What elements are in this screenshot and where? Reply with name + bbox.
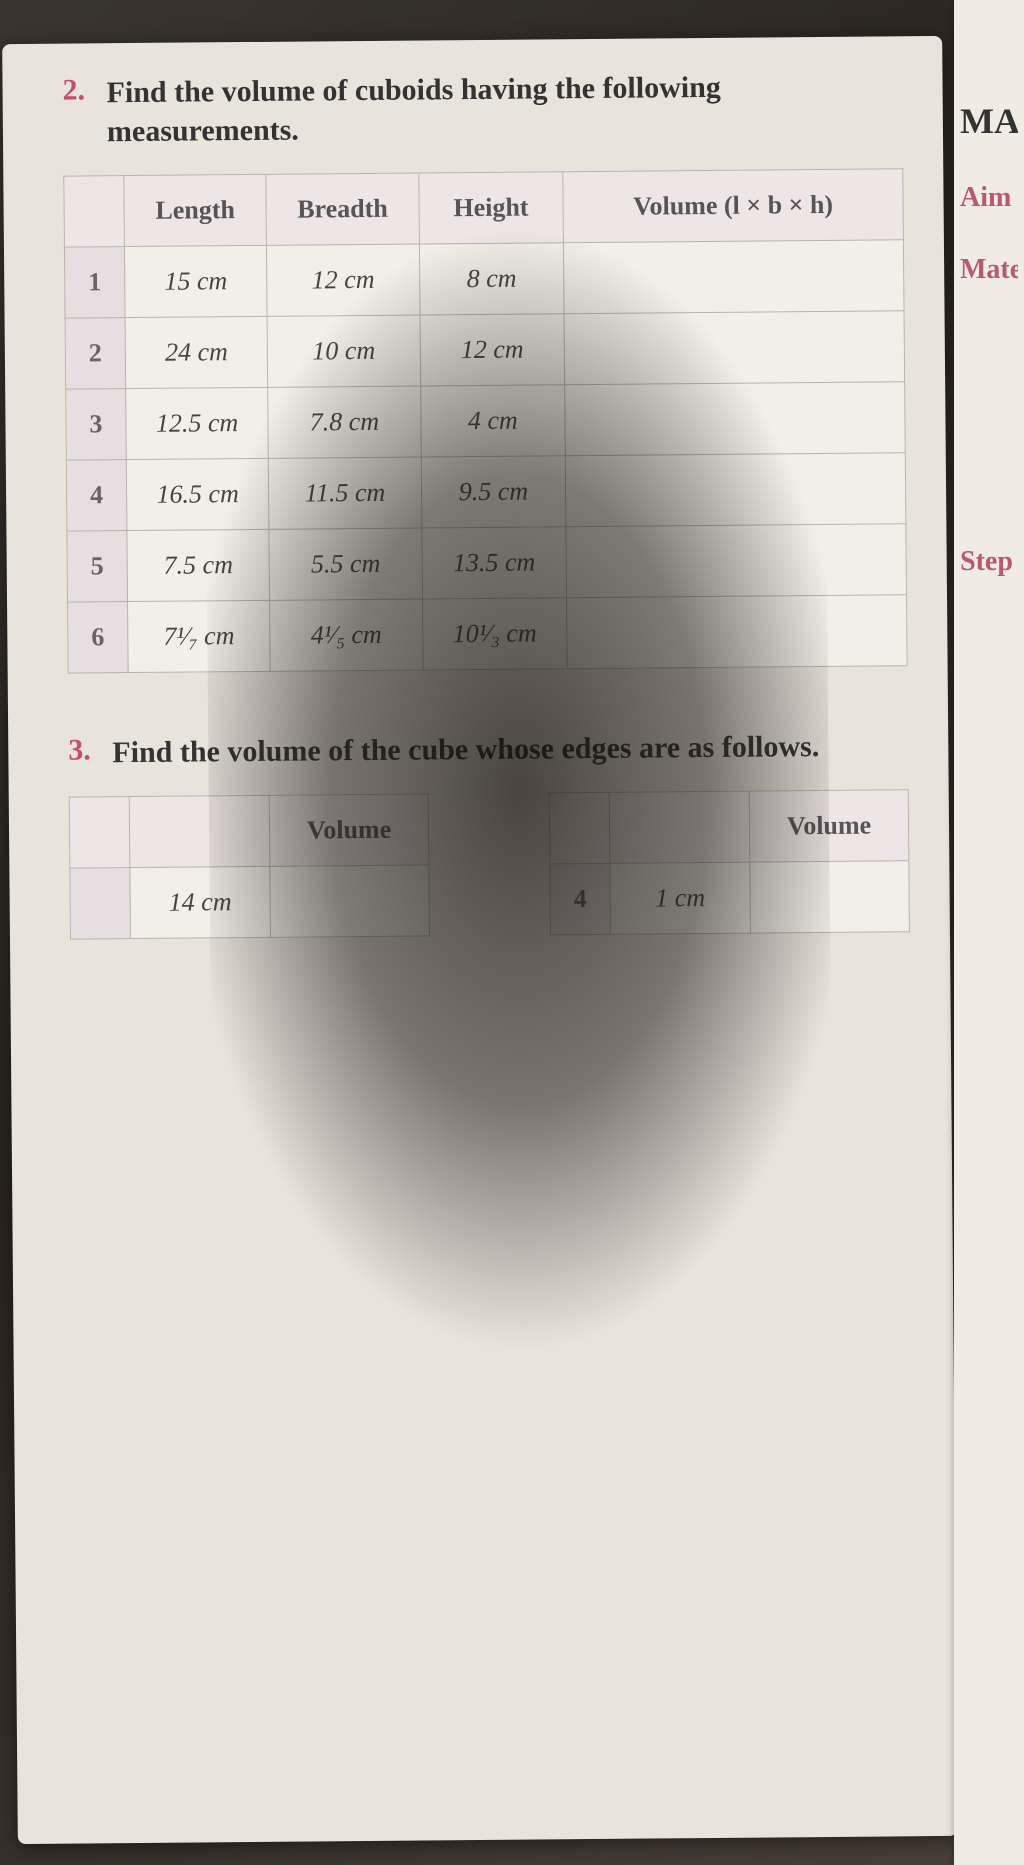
cell-volume	[563, 240, 904, 314]
question-2: 2. Find the volume of cuboids having the…	[62, 66, 903, 151]
cell-volume	[567, 595, 908, 669]
question-3: 3. Find the volume of the cube whose edg…	[68, 726, 908, 772]
cell-breadth: 12 cm	[267, 244, 420, 316]
next-page-strip: MA Aim Mate Step	[954, 0, 1024, 1865]
header-volume: Volume	[749, 790, 909, 862]
row-number: 3	[66, 389, 127, 461]
header-volume: Volume	[269, 794, 429, 866]
table-row: 5 7.5 cm 5.5 cm 13.5 cm	[67, 524, 907, 602]
cell-height: 9.5 cm	[421, 456, 566, 528]
cell-volume	[270, 865, 430, 937]
cell-breadth: 10 cm	[267, 315, 420, 387]
header-blank	[69, 797, 130, 869]
cell-volume	[566, 524, 907, 598]
cell-length: 16.5 cm	[126, 458, 269, 530]
row-number: 4	[66, 460, 127, 532]
cube-tables: Volume 14 cm Volume	[69, 789, 910, 939]
cube-table-right: Volume 4 1 cm	[549, 789, 910, 935]
table-row: 2 24 cm 10 cm 12 cm	[65, 311, 905, 389]
cell-volume	[564, 311, 905, 385]
header-blank	[549, 792, 610, 864]
question-number: 3.	[68, 733, 112, 767]
strip-text: MA	[960, 100, 1018, 142]
cell-edge: 1 cm	[610, 862, 751, 934]
row-number: 1	[64, 247, 125, 319]
question-number: 2.	[62, 73, 106, 107]
cell-volume	[565, 382, 906, 456]
cell-edge: 14 cm	[130, 866, 271, 938]
cell-height: 4 cm	[420, 385, 565, 457]
question-text: Find the volume of the cube whose edges …	[112, 727, 819, 772]
row-number: 5	[67, 531, 128, 603]
cell-breadth: 5.5 cm	[269, 528, 422, 600]
cuboid-table: Length Breadth Height Volume (l × b × h)…	[63, 168, 907, 673]
cell-breadth: 4¹⁄₅ cm	[270, 599, 423, 671]
question-text: Find the volume of cuboids having the fo…	[106, 66, 903, 151]
table-row: 3 12.5 cm 7.8 cm 4 cm	[66, 382, 906, 460]
cell-height: 13.5 cm	[422, 527, 567, 599]
cell-length: 15 cm	[124, 245, 267, 317]
row-number: 6	[68, 602, 129, 674]
cell-breadth: 11.5 cm	[268, 457, 421, 529]
header-blank	[609, 791, 750, 863]
cell-length: 12.5 cm	[126, 387, 269, 459]
strip-text: Aim	[960, 182, 1018, 214]
header-blank	[64, 176, 125, 248]
strip-text: Step	[960, 546, 1018, 578]
cell-length: 24 cm	[125, 316, 268, 388]
cell-height: 10¹⁄₃ cm	[422, 598, 567, 670]
header-blank	[129, 795, 270, 867]
table-row: 1 15 cm 12 cm 8 cm	[64, 240, 904, 318]
table-row: 14 cm	[70, 865, 430, 939]
strip-text: Mate	[960, 254, 1018, 286]
cube-table-left: Volume 14 cm	[69, 793, 430, 939]
header-height: Height	[419, 172, 564, 244]
table-row: 4 16.5 cm 11.5 cm 9.5 cm	[66, 453, 906, 531]
row-number: 2	[65, 318, 126, 390]
cell-length: 7.5 cm	[127, 529, 270, 601]
cell-volume	[565, 453, 906, 527]
cell-height: 12 cm	[420, 314, 565, 386]
row-number	[70, 868, 131, 940]
table-row: 4 1 cm	[550, 861, 910, 935]
header-breadth: Breadth	[266, 173, 419, 245]
table-header-row: Length Breadth Height Volume (l × b × h)	[64, 169, 904, 247]
cell-height: 8 cm	[419, 243, 564, 315]
cell-breadth: 7.8 cm	[268, 386, 421, 458]
row-number: 4	[550, 863, 611, 935]
cell-length: 7¹⁄₇ cm	[128, 600, 271, 672]
cell-volume	[750, 861, 910, 933]
table-row: 6 7¹⁄₇ cm 4¹⁄₅ cm 10¹⁄₃ cm	[68, 595, 908, 673]
header-length: Length	[124, 174, 267, 246]
header-volume: Volume (l × b × h)	[563, 169, 904, 243]
